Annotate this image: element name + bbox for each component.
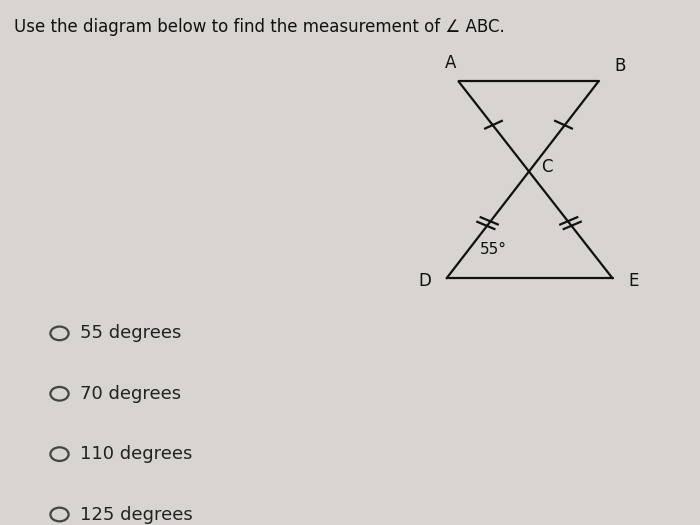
Text: B: B bbox=[614, 57, 625, 75]
Text: A: A bbox=[444, 54, 456, 72]
Text: 125 degrees: 125 degrees bbox=[80, 506, 193, 523]
Text: C: C bbox=[541, 158, 552, 176]
Text: 110 degrees: 110 degrees bbox=[80, 445, 193, 463]
Text: 70 degrees: 70 degrees bbox=[80, 385, 181, 403]
Text: 55°: 55° bbox=[480, 242, 508, 257]
Text: E: E bbox=[628, 272, 638, 290]
Text: D: D bbox=[419, 272, 431, 290]
Text: 55 degrees: 55 degrees bbox=[80, 324, 182, 342]
Text: Use the diagram below to find the measurement of ∠ ABC.: Use the diagram below to find the measur… bbox=[14, 18, 505, 36]
